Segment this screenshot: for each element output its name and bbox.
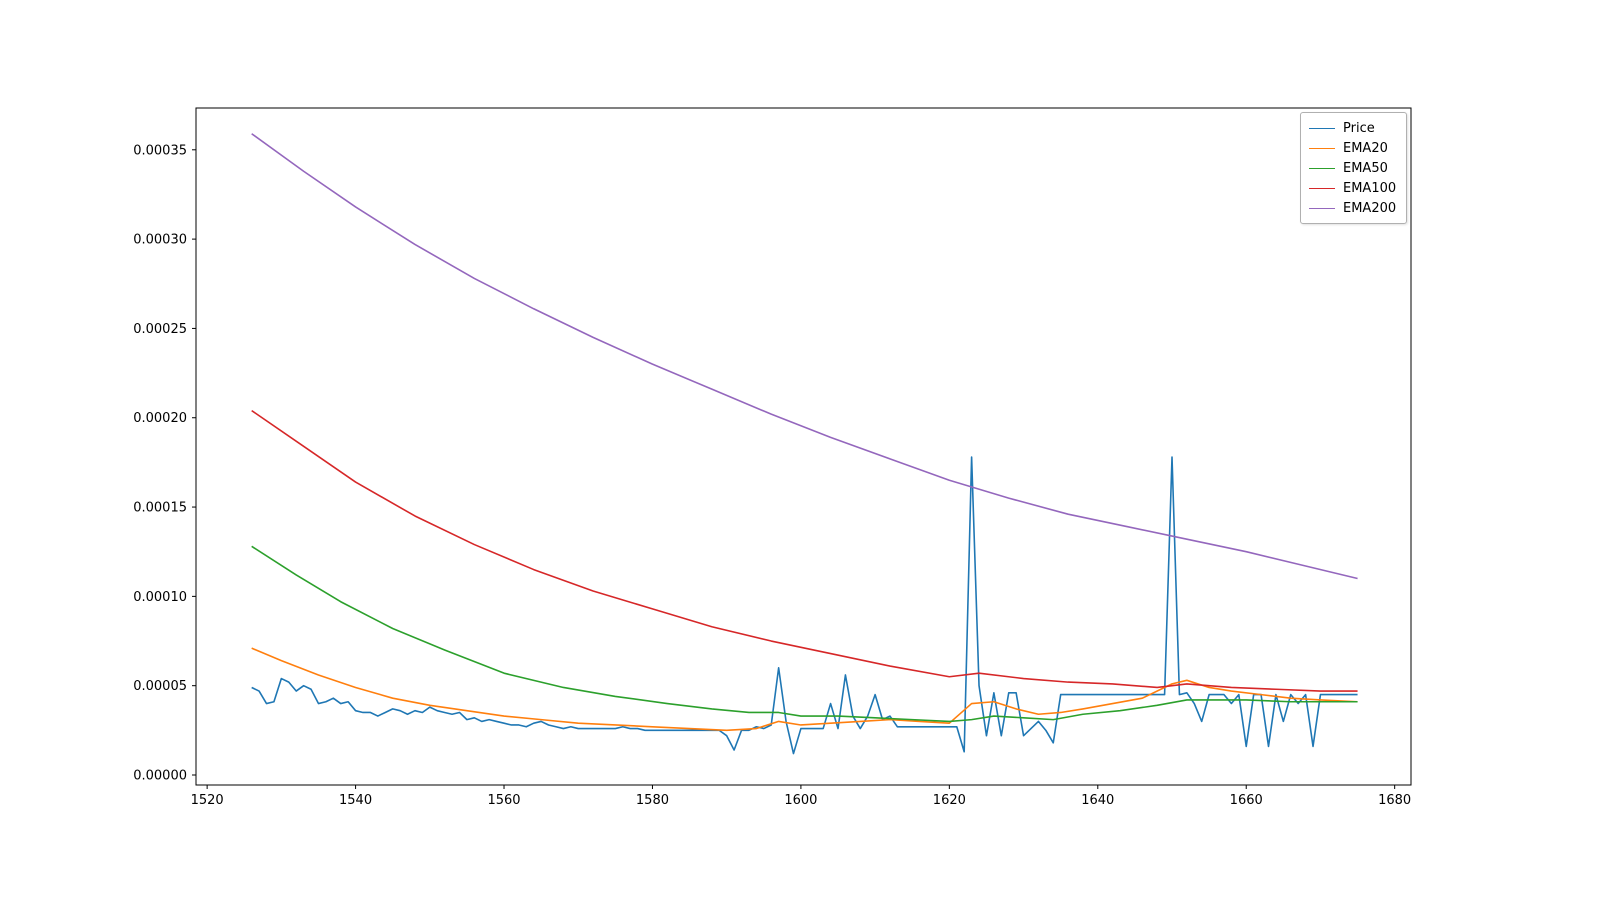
legend-swatch-ema200 bbox=[1309, 207, 1335, 209]
legend-item-ema50: EMA50 bbox=[1309, 158, 1396, 178]
y-tick-label: 0.00000 bbox=[133, 768, 187, 783]
series-price-line bbox=[251, 456, 1358, 755]
legend-swatch-ema20 bbox=[1309, 147, 1335, 149]
y-tick-label: 0.00020 bbox=[133, 411, 187, 426]
legend-item-ema20: EMA20 bbox=[1309, 138, 1396, 158]
y-tick-label: 0.00025 bbox=[133, 322, 187, 337]
x-tick-label: 1640 bbox=[1081, 793, 1114, 808]
x-tick-label: 1520 bbox=[191, 793, 224, 808]
legend: Price EMA20 EMA50 EMA100 EMA200 bbox=[1300, 112, 1408, 224]
legend-item-ema200: EMA200 bbox=[1309, 198, 1396, 218]
legend-swatch-ema100 bbox=[1309, 187, 1335, 189]
x-tick-label: 1560 bbox=[487, 793, 520, 808]
axes-frame bbox=[195, 107, 1412, 786]
y-tick-label: 0.00035 bbox=[133, 143, 187, 158]
x-tick-label: 1580 bbox=[636, 793, 669, 808]
legend-label: EMA20 bbox=[1343, 140, 1388, 156]
x-tick-label: 1620 bbox=[933, 793, 966, 808]
y-tick-label: 0.00010 bbox=[133, 590, 187, 605]
series-ema200-line bbox=[251, 133, 1358, 580]
x-tick-label: 1680 bbox=[1378, 793, 1411, 808]
x-tick-label: 1600 bbox=[784, 793, 817, 808]
x-tick-label: 1540 bbox=[339, 793, 372, 808]
legend-label: Price bbox=[1343, 120, 1375, 136]
legend-label: EMA200 bbox=[1343, 200, 1397, 216]
legend-swatch-ema50 bbox=[1309, 167, 1335, 169]
legend-label: EMA100 bbox=[1343, 180, 1397, 196]
y-tick-label: 0.00030 bbox=[133, 233, 187, 248]
x-tick-label: 1660 bbox=[1230, 793, 1263, 808]
legend-swatch-price bbox=[1309, 127, 1335, 129]
legend-item-ema100: EMA100 bbox=[1309, 178, 1396, 198]
series-ema100-line bbox=[251, 409, 1358, 692]
legend-item-price: Price bbox=[1309, 118, 1396, 138]
series-ema20-line bbox=[251, 647, 1358, 732]
y-tick-label: 0.00015 bbox=[133, 501, 187, 516]
series-ema50-line bbox=[251, 545, 1358, 723]
y-tick-label: 0.00005 bbox=[133, 679, 187, 694]
legend-label: EMA50 bbox=[1343, 160, 1388, 176]
